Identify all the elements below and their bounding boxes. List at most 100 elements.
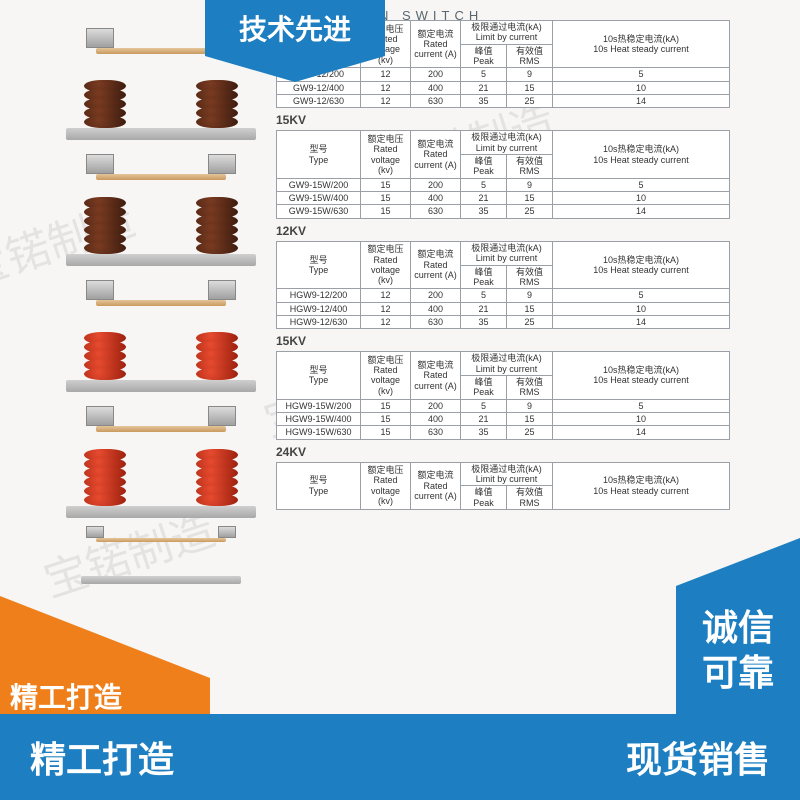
cell-current: 630 [411, 205, 461, 218]
th-current: 额定电流Rated current (A) [411, 462, 461, 509]
cell-peak: 21 [461, 302, 507, 315]
section-voltage-label: 12KV [276, 224, 730, 238]
table-row: GW9-15W/63015630352514 [277, 205, 730, 218]
th-peak: 峰值Peak [461, 44, 507, 68]
cell-peak: 5 [461, 68, 507, 81]
table-row: GW9-12/40012400211510 [277, 81, 730, 94]
cell-voltage: 12 [361, 81, 411, 94]
cell-voltage: 15 [361, 205, 411, 218]
cell-rms: 25 [507, 205, 553, 218]
th-peak: 峰值Peak [461, 375, 507, 399]
product-image [56, 524, 266, 584]
cell-current: 200 [411, 289, 461, 302]
th-limit: 极限通过电流(kA)Limit by current [461, 462, 553, 486]
cell-heat: 14 [553, 95, 730, 108]
footer-bar: 精工打造 现货销售 [0, 714, 800, 800]
cell-type: HGW9-15W/630 [277, 426, 361, 439]
content-area: 型号Type额定电压Rated voltage (kv)额定电流Rated cu… [56, 20, 730, 690]
th-rms: 有效值RMS [507, 155, 553, 179]
table-row: HGW9-15W/20015200595 [277, 399, 730, 412]
cell-current: 630 [411, 95, 461, 108]
table-row: HGW9-12/63012630352514 [277, 315, 730, 328]
th-limit: 极限通过电流(kA)Limit by current [461, 241, 553, 265]
cell-current: 400 [411, 302, 461, 315]
cell-voltage: 12 [361, 95, 411, 108]
table-row: GW9-15W/20015200595 [277, 178, 730, 191]
cell-rms: 15 [507, 81, 553, 94]
cell-type: GW9-12/630 [277, 95, 361, 108]
th-heat: 10s热稳定电流(kA)10s Heat steady current [553, 352, 730, 399]
th-heat: 10s热稳定电流(kA)10s Heat steady current [553, 131, 730, 178]
th-heat: 10s热稳定电流(kA)10s Heat steady current [553, 462, 730, 509]
badge-quality: 精工打造 [0, 678, 210, 714]
cell-type: HGW9-15W/400 [277, 412, 361, 425]
cell-current: 400 [411, 412, 461, 425]
cell-peak: 35 [461, 315, 507, 328]
badge-trust-line2: 可靠 [702, 650, 774, 695]
cell-current: 200 [411, 178, 461, 191]
th-current: 额定电流Rated current (A) [411, 352, 461, 399]
cell-heat: 14 [553, 426, 730, 439]
cell-peak: 5 [461, 399, 507, 412]
table-row: HGW9-15W/63015630352514 [277, 426, 730, 439]
cell-voltage: 15 [361, 426, 411, 439]
cell-peak: 21 [461, 192, 507, 205]
table-row: HGW9-12/40012400211510 [277, 302, 730, 315]
cell-type: HGW9-12/200 [277, 289, 361, 302]
cell-voltage: 12 [361, 289, 411, 302]
cell-peak: 35 [461, 95, 507, 108]
badge-quality-triangle [0, 596, 210, 678]
cell-current: 400 [411, 81, 461, 94]
cell-heat: 14 [553, 205, 730, 218]
cell-heat: 10 [553, 192, 730, 205]
th-peak: 峰值Peak [461, 265, 507, 289]
th-limit: 极限通过电流(kA)Limit by current [461, 352, 553, 376]
table-row: GW9-15W/40015400211510 [277, 192, 730, 205]
th-voltage: 额定电压Rated voltage (kv) [361, 462, 411, 509]
cell-heat: 5 [553, 68, 730, 81]
cell-voltage: 15 [361, 412, 411, 425]
th-rms: 有效值RMS [507, 265, 553, 289]
th-type: 型号Type [277, 131, 361, 178]
cell-rms: 9 [507, 289, 553, 302]
section-voltage-label: 24KV [276, 445, 730, 459]
cell-voltage: 15 [361, 399, 411, 412]
cell-current: 630 [411, 426, 461, 439]
cell-heat: 14 [553, 315, 730, 328]
th-type: 型号Type [277, 352, 361, 399]
product-image [56, 272, 266, 392]
th-heat: 10s热稳定电流(kA)10s Heat steady current [553, 21, 730, 68]
cell-voltage: 12 [361, 315, 411, 328]
spec-table: 型号Type额定电压Rated voltage (kv)额定电流Rated cu… [276, 462, 730, 510]
th-voltage: 额定电压Rated voltage (kv) [361, 352, 411, 399]
cell-type: HGW9-15W/200 [277, 399, 361, 412]
cell-type: GW9-15W/630 [277, 205, 361, 218]
table-row: HGW9-15W/40015400211510 [277, 412, 730, 425]
table-row: GW9-12/63012630352514 [277, 95, 730, 108]
cell-voltage: 12 [361, 302, 411, 315]
cell-rms: 15 [507, 192, 553, 205]
product-image [56, 398, 266, 518]
section-voltage-label: 15KV [276, 113, 730, 127]
product-image-column [56, 20, 266, 690]
cell-rms: 9 [507, 178, 553, 191]
th-limit: 极限通过电流(kA)Limit by current [461, 21, 553, 45]
cell-heat: 10 [553, 302, 730, 315]
th-current: 额定电流Rated current (A) [411, 131, 461, 178]
cell-voltage: 15 [361, 178, 411, 191]
cell-current: 630 [411, 315, 461, 328]
th-current: 额定电流Rated current (A) [411, 241, 461, 288]
cell-peak: 21 [461, 81, 507, 94]
cell-peak: 21 [461, 412, 507, 425]
spec-table: 型号Type额定电压Rated voltage (kv)额定电流Rated cu… [276, 351, 730, 439]
spec-table-column: 型号Type额定电压Rated voltage (kv)额定电流Rated cu… [276, 20, 730, 690]
spec-table: 型号Type额定电压Rated voltage (kv)额定电流Rated cu… [276, 241, 730, 329]
table-row: HGW9-12/20012200595 [277, 289, 730, 302]
badge-trust: 诚信 可靠 [676, 586, 800, 714]
cell-type: GW9-12/400 [277, 81, 361, 94]
cell-current: 200 [411, 399, 461, 412]
cell-peak: 5 [461, 289, 507, 302]
product-image [56, 146, 266, 266]
spec-table: 型号Type额定电压Rated voltage (kv)额定电流Rated cu… [276, 130, 730, 218]
cell-heat: 5 [553, 289, 730, 302]
